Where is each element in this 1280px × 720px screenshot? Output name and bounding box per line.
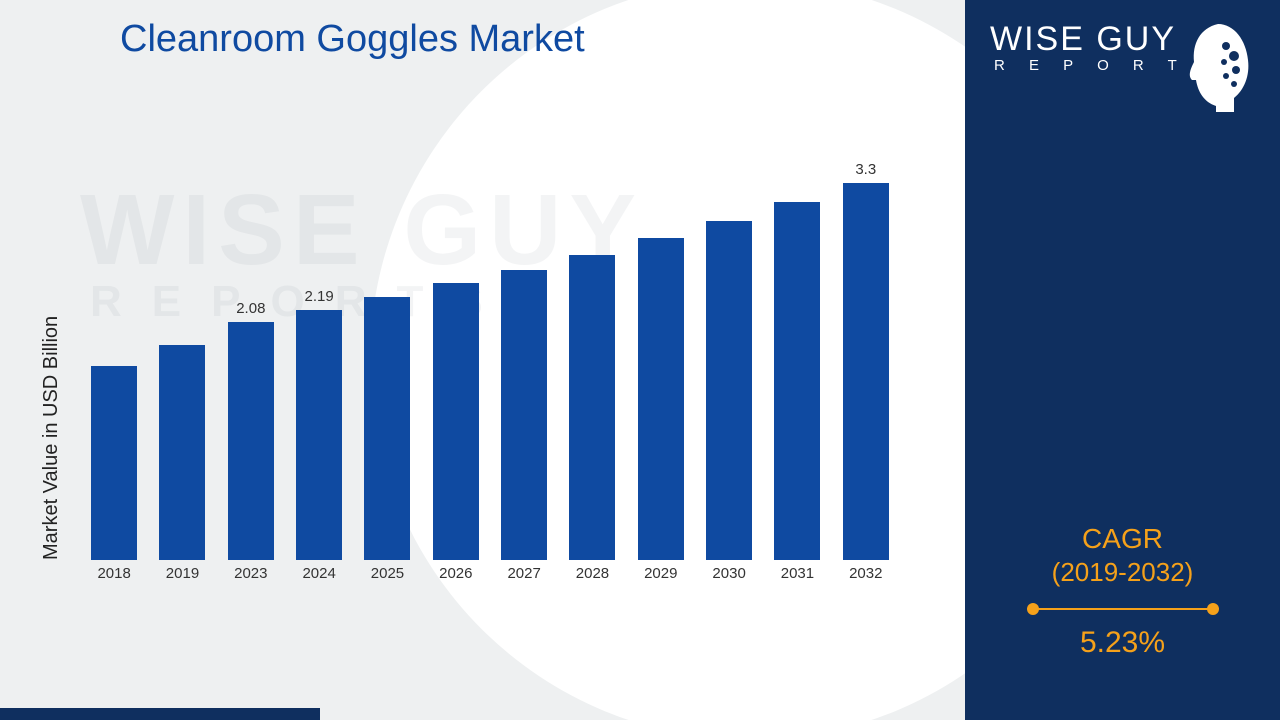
x-tick-label: 2031 <box>763 565 831 582</box>
x-axis-labels: 2018201920232024202520262027202820292030… <box>80 565 900 582</box>
bar <box>296 310 342 560</box>
bar <box>501 270 547 560</box>
x-tick-label: 2025 <box>353 565 421 582</box>
bar <box>774 202 820 560</box>
x-tick-label: 2026 <box>422 565 490 582</box>
bar <box>638 238 684 560</box>
bar <box>364 297 410 560</box>
bar-slot: 2.08 <box>217 160 285 560</box>
bar-slot: 2.19 <box>285 160 353 560</box>
bar <box>569 255 615 560</box>
bars-container: 2.082.19 3.3 <box>80 160 900 560</box>
bar <box>228 322 274 560</box>
brand-logo: WISE GUY R E P O R T S <box>990 20 1250 120</box>
bar-slot <box>80 160 148 560</box>
bar-slot <box>490 160 558 560</box>
x-tick-label: 2018 <box>80 565 148 582</box>
bar-value-label: 2.19 <box>285 288 353 305</box>
logo-head-icon <box>1188 22 1250 112</box>
bar-slot <box>627 160 695 560</box>
y-axis-label: Market Value in USD Billion <box>40 316 63 560</box>
bar-slot <box>353 160 421 560</box>
bar-slot: 3.3 <box>832 160 900 560</box>
bar <box>159 345 205 560</box>
bar-value-label: 2.08 <box>217 300 285 317</box>
cagr-title: CAGR <box>965 523 1280 555</box>
right-panel: WISE GUY R E P O R T S CAGR (2019-2032) … <box>965 0 1280 720</box>
bar-slot <box>422 160 490 560</box>
bar <box>706 221 752 560</box>
bar-slot <box>763 160 831 560</box>
x-tick-label: 2032 <box>832 565 900 582</box>
x-tick-label: 2030 <box>695 565 763 582</box>
x-tick-label: 2027 <box>490 565 558 582</box>
canvas: WISE GUY R E P O R T S CAGR (2019-2032) … <box>0 0 1280 720</box>
plot-region: 2.082.19 3.3 <box>80 160 900 560</box>
cagr-divider-line <box>1033 608 1213 610</box>
cagr-period: (2019-2032) <box>965 557 1280 588</box>
cagr-block: CAGR (2019-2032) 5.23% <box>965 523 1280 660</box>
bar-value-label: 3.3 <box>832 161 900 178</box>
x-tick-label: 2024 <box>285 565 353 582</box>
x-tick-label: 2028 <box>558 565 626 582</box>
cagr-value: 5.23% <box>965 626 1280 660</box>
bar <box>91 366 137 560</box>
x-tick-label: 2029 <box>627 565 695 582</box>
x-tick-label: 2023 <box>217 565 285 582</box>
bar <box>843 183 889 560</box>
chart-area: Cleanroom Goggles Market Market Value in… <box>0 0 965 720</box>
bar-slot <box>148 160 216 560</box>
bottom-accent-bar <box>0 708 320 720</box>
bar <box>433 283 479 560</box>
bar-slot <box>695 160 763 560</box>
bar-slot <box>558 160 626 560</box>
x-tick-label: 2019 <box>148 565 216 582</box>
chart-title: Cleanroom Goggles Market <box>120 18 585 61</box>
